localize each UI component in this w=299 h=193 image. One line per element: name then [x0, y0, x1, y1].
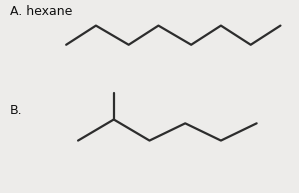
Text: A. hexane: A. hexane [10, 5, 72, 19]
Text: B.: B. [10, 104, 22, 117]
